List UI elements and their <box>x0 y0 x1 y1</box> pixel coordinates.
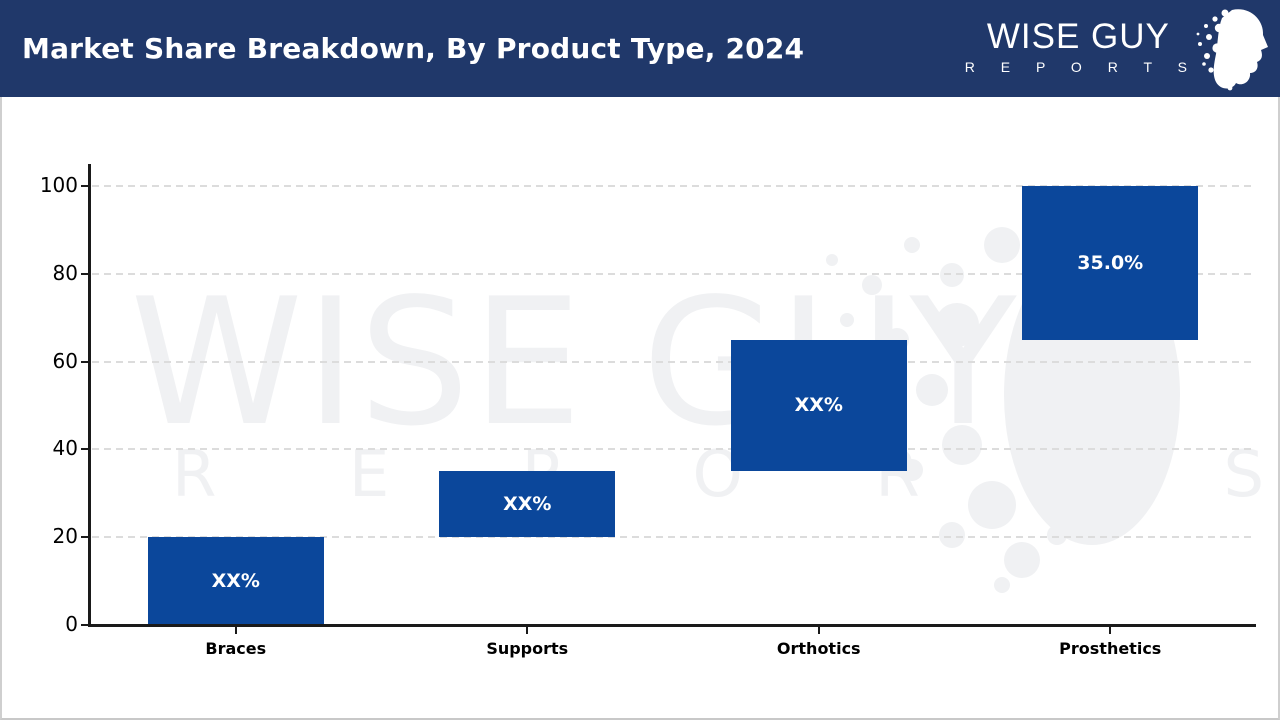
bar-value-label: XX% <box>794 394 843 417</box>
bar-value-label: XX% <box>211 570 260 593</box>
x-tick <box>817 626 820 634</box>
x-tick <box>526 626 529 634</box>
y-tick-label: 80 <box>52 260 78 285</box>
bar-braces: XX% <box>147 537 324 625</box>
y-tick <box>81 448 89 451</box>
y-tick <box>81 624 89 626</box>
gridline <box>92 272 1256 275</box>
y-tick <box>81 360 89 363</box>
y-tick <box>81 536 89 539</box>
x-tick-label: Prosthetics <box>1059 639 1162 658</box>
x-tick-label: Orthotics <box>776 639 861 658</box>
waterfall-chart: 0 20 40 60 80 100 XX% Braces XX% Supports XX% Ortho… <box>2 97 1280 720</box>
y-tick-label: 20 <box>52 524 78 549</box>
bar-orthotics: XX% <box>730 339 907 472</box>
x-axis-spine <box>88 624 1256 627</box>
x-tick-label: Supports <box>486 639 569 658</box>
y-tick-label: 60 <box>52 348 78 373</box>
y-tick-label: 0 <box>65 612 78 636</box>
gridline <box>92 185 1256 187</box>
x-tick <box>1109 626 1112 634</box>
x-tick <box>234 626 237 634</box>
y-axis-spine <box>88 164 91 627</box>
y-tick <box>81 272 89 275</box>
gridline <box>92 360 1256 363</box>
brand-reports-text: R E P O R T S <box>964 59 1198 75</box>
gridline <box>92 448 1256 451</box>
bar-value-label: 35.0% <box>1077 251 1144 274</box>
bar-prosthetics: 35.0% <box>1022 186 1199 340</box>
y-tick-label: 40 <box>52 436 78 461</box>
y-tick-label: 100 <box>39 173 78 197</box>
brand-name-text: WISE GUY <box>986 17 1170 56</box>
y-tick <box>81 185 89 187</box>
bar-supports: XX% <box>439 471 616 538</box>
gridline <box>92 536 1256 539</box>
brand-wordmark: WISE GUY R E P O R T S <box>959 17 1198 76</box>
header: Market Share Breakdown, By Product Type,… <box>0 0 1280 97</box>
face-profile-icon <box>1196 9 1268 91</box>
bar-value-label: XX% <box>503 493 552 516</box>
page-title: Market Share Breakdown, By Product Type,… <box>22 32 805 65</box>
brand-logo: WISE GUY R E P O R T S <box>965 4 1270 94</box>
x-tick-label: Braces <box>205 639 267 658</box>
